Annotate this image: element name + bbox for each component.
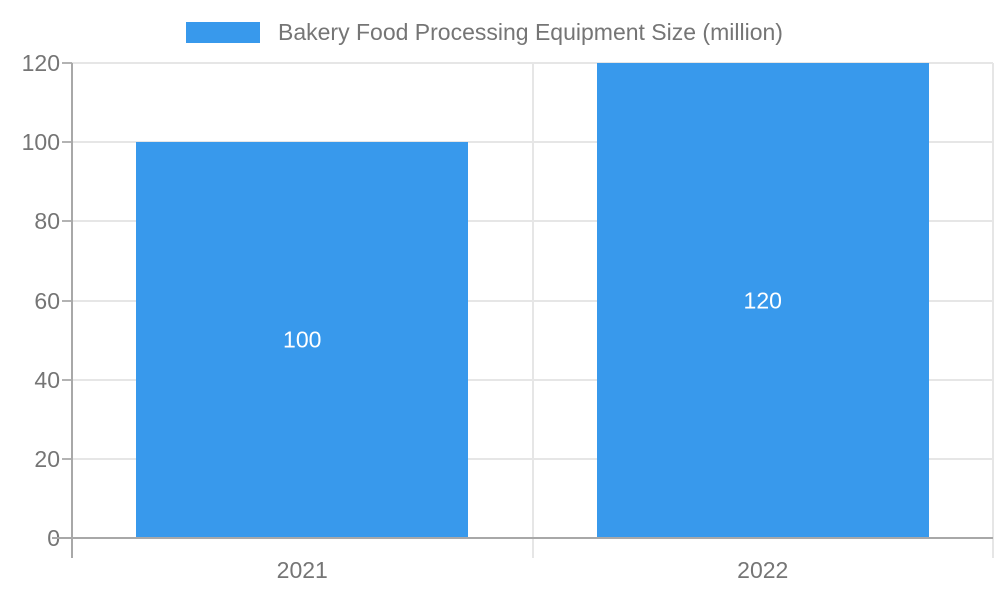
bar-value-label: 120 [743,287,782,313]
y-tick-mark [62,141,72,144]
y-tick-label: 80 [34,208,60,235]
y-tick-label: 100 [21,129,60,156]
bar[interactable]: 100 [136,142,469,538]
legend[interactable]: Bakery Food Processing Equipment Size (m… [186,16,783,48]
bar[interactable]: 120 [596,63,929,538]
y-tick-label: 120 [21,50,60,76]
x-axis-line [52,537,993,539]
y-tick-label: 60 [34,287,60,314]
y-tick-label: 40 [34,366,60,393]
y-tick-label: 20 [34,445,60,472]
y-tick-mark [62,299,72,302]
x-tick-label: 2022 [737,557,789,583]
x-tick-label: 2021 [276,557,328,583]
y-tick-mark [62,62,72,64]
plot-right-border [992,63,994,558]
legend-label: Bakery Food Processing Equipment Size (m… [278,18,783,45]
category-divider [531,63,534,558]
y-axis-line [71,63,73,558]
y-tick-mark [62,220,72,223]
y-tick-mark [62,457,72,460]
bar-value-label: 100 [283,326,322,353]
plot-area: 02040608010012010020211202022 [22,50,994,583]
legend-swatch-icon [186,21,260,43]
y-tick-mark [62,378,72,381]
